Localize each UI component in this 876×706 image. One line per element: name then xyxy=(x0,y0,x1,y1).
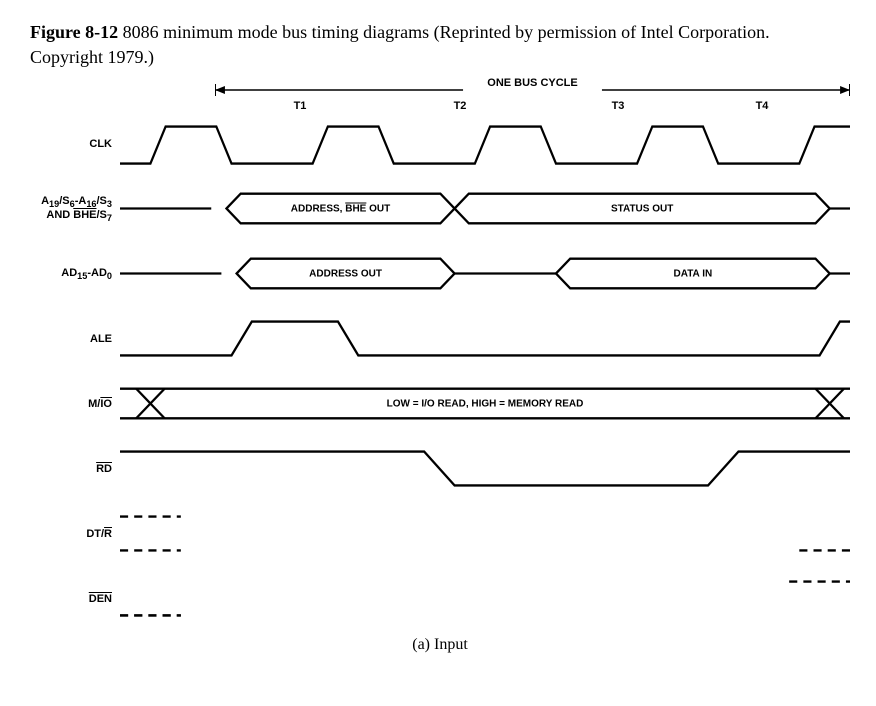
signal-label: M/IO xyxy=(30,398,120,410)
bus-cycle-label: ONE BUS CYCLE xyxy=(487,77,577,89)
waveform xyxy=(120,571,850,626)
sub-caption: (a) Input xyxy=(30,636,850,654)
waveform xyxy=(120,441,850,496)
signal-label: DT/R xyxy=(30,528,120,540)
signal-row-ale: ALE xyxy=(30,311,850,366)
signal-label: A19/S6-A16/S3AND BHE/S7 xyxy=(30,195,120,224)
signal-row-den: DEN xyxy=(30,571,850,626)
bus-segment-label: DATA IN xyxy=(673,268,712,279)
figure-caption: Figure 8-12 8086 minimum mode bus timing… xyxy=(30,20,846,70)
figure-text: 8086 minimum mode bus timing diagrams (R… xyxy=(30,22,770,67)
waveform xyxy=(120,311,850,366)
signal-row-dtr: DT/R xyxy=(30,506,850,561)
signal-row-ad15_ad0: AD15-AD0 ADDRESS OUT DATA IN xyxy=(30,246,850,301)
waveform: ADDRESS, BHE OUT STATUS OUT xyxy=(120,181,850,236)
signal-row-clk: CLK xyxy=(30,116,850,171)
t2-label: T2 xyxy=(454,100,467,112)
signal-label: AD15-AD0 xyxy=(30,267,120,281)
bus-segment-label: STATUS OUT xyxy=(611,203,673,214)
signal-row-mio: M/IO LOW = I/O READ, HIGH = MEMORY READ xyxy=(30,376,850,431)
bus-segment-label: ADDRESS, BHE OUT xyxy=(291,203,390,214)
waveform: LOW = I/O READ, HIGH = MEMORY READ xyxy=(120,376,850,431)
bus-center-label: LOW = I/O READ, HIGH = MEMORY READ xyxy=(387,398,584,409)
t4-label: T4 xyxy=(756,100,769,112)
signal-label: CLK xyxy=(30,138,120,150)
waveform xyxy=(120,116,850,171)
timing-diagram: ONE BUS CYCLE T1 T2 T3 T4 CLKA19/S6-A16/… xyxy=(30,88,850,654)
signal-row-rd: RD xyxy=(30,441,850,496)
bus-segment-label: ADDRESS OUT xyxy=(309,268,382,279)
signal-label: ALE xyxy=(30,333,120,345)
waveform xyxy=(120,506,850,561)
figure-label: Figure 8-12 xyxy=(30,22,118,42)
signal-label: DEN xyxy=(30,593,120,605)
t3-label: T3 xyxy=(612,100,625,112)
signal-row-a19s6_a16s3_bhe_s7: A19/S6-A16/S3AND BHE/S7 ADDRESS, BHE OUT S… xyxy=(30,181,850,236)
bus-cycle-span: ONE BUS CYCLE xyxy=(215,80,850,100)
signal-label: RD xyxy=(30,463,120,475)
waveform: ADDRESS OUT DATA IN xyxy=(120,246,850,301)
t1-label: T1 xyxy=(294,100,307,112)
